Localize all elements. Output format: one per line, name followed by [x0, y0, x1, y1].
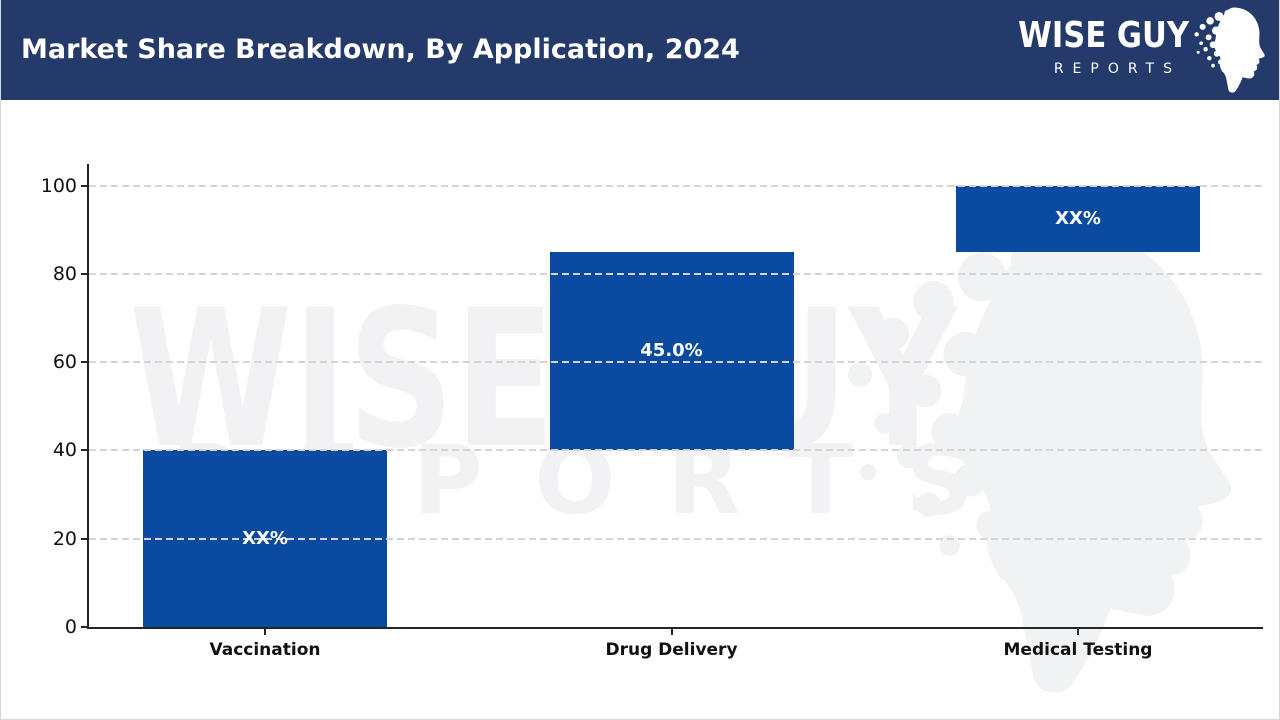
gridline-y60	[89, 361, 1263, 364]
y-axis-spine	[87, 164, 89, 629]
logo-wordmark: WISE GUY	[1018, 15, 1189, 56]
y-tick-label: 60	[52, 351, 77, 374]
y-tick-label: 20	[52, 527, 77, 550]
chart-canvas: WISE GUY REPORTS XX% 45.0% XX% 0 20 40 60 80 100…	[1, 100, 1279, 719]
page-title: Market Share Breakdown, By Application, …	[21, 34, 740, 65]
bar-value-label: XX%	[242, 527, 288, 549]
x-tick-mark	[670, 628, 673, 635]
gridline-y100	[89, 184, 1263, 187]
watermark-wordmark: WISE GUY	[129, 269, 957, 490]
wiseguy-head-icon	[1194, 7, 1265, 93]
y-tick-label: 80	[52, 262, 77, 285]
header-bar: Market Share Breakdown, By Application, …	[1, 0, 1279, 100]
gridline-y40	[89, 449, 1263, 452]
bar-value-label: XX%	[1055, 207, 1101, 229]
x-tick-mark	[264, 628, 266, 635]
x-tick-mark	[1077, 628, 1079, 635]
logo-subtitle: REPORTS	[1053, 61, 1181, 77]
gridline-y80	[89, 272, 1263, 275]
y-tick-mark	[81, 449, 89, 452]
bar-drug-delivery	[549, 251, 794, 451]
wiseguy-logo: WISE GUY REPORTS	[1009, 0, 1269, 100]
bar-value-label: 45.0%	[640, 340, 703, 362]
y-tick-label: 40	[52, 439, 77, 462]
y-tick-label: 0	[64, 616, 77, 638]
y-tick-mark	[81, 184, 89, 187]
plot-area: XX% 45.0% XX% 0 20 40 60 80 100 Vaccination Drug D…	[1, 100, 1279, 719]
category-label-drug-delivery: Drug Delivery	[605, 640, 738, 660]
y-tick-mark	[81, 626, 89, 628]
y-tick-label: 100	[40, 174, 77, 197]
watermark-head-icon	[847, 228, 1232, 693]
bar-medical-testing	[956, 185, 1200, 252]
y-tick-mark	[81, 361, 89, 364]
gridline-y20	[89, 537, 1263, 540]
y-tick-mark	[81, 537, 89, 540]
x-axis-spine	[87, 627, 1263, 629]
category-label-medical-testing: Medical Testing	[1003, 640, 1153, 660]
category-label-vaccination: Vaccination	[209, 640, 321, 660]
y-tick-mark	[81, 272, 89, 275]
